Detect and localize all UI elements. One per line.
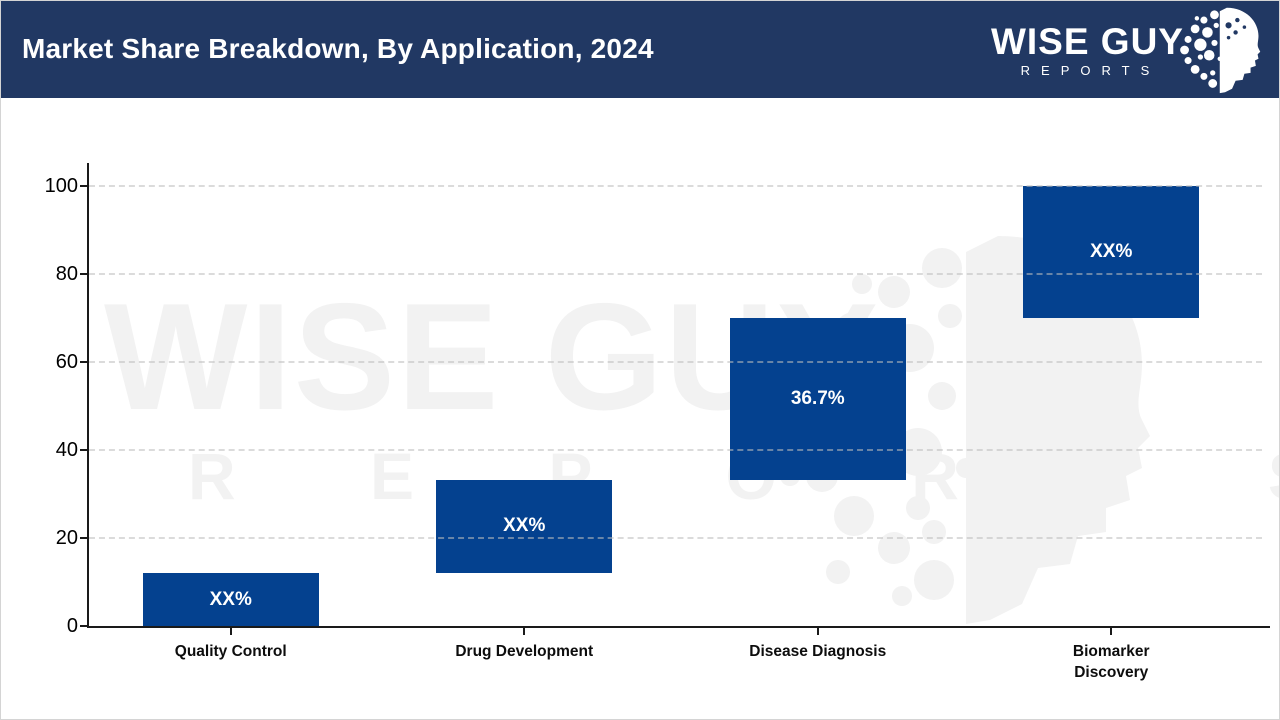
header-bar: Market Share Breakdown, By Application, … (0, 0, 1280, 98)
x-axis-category-label: Drug Development (455, 643, 594, 660)
y-axis-tick-label: 80 (55, 263, 78, 286)
y-axis-tick-label: 40 (55, 439, 78, 462)
brand-dot-head-icon (1180, 7, 1261, 94)
gridline (89, 273, 1262, 276)
y-axis-tick (80, 625, 88, 627)
y-axis-tick-label: 60 (55, 351, 78, 374)
gridline (89, 537, 1262, 540)
brand-logo-text: WISE GUY REPORTS (991, 23, 1184, 78)
gridline (89, 361, 1262, 364)
bar-biomarker-discovery: XX% (1023, 186, 1200, 319)
x-axis-tick (1110, 628, 1113, 635)
y-axis-tick (80, 273, 88, 276)
bar-disease-diagnosis: 36.7% (729, 318, 906, 480)
x-axis-category-label: Quality Control (174, 643, 287, 660)
chart-title: Market Share Breakdown, By Application, … (22, 33, 654, 64)
brand-name: WISE GUY (990, 20, 1184, 62)
y-axis-tick-label: 100 (44, 175, 78, 198)
brand-subtitle: REPORTS (1020, 62, 1161, 78)
x-axis-tick (229, 628, 232, 635)
y-axis-tick (80, 185, 88, 188)
brand-logo: WISE GUY REPORTS (991, 4, 1266, 96)
bar-value-label: XX% (209, 588, 252, 610)
bar-value-label: XX% (503, 515, 546, 537)
y-axis-tick (80, 537, 88, 540)
bar-drug-development: XX% (436, 479, 613, 574)
bar-value-label: 36.7% (790, 387, 845, 409)
gridline (89, 185, 1262, 188)
x-axis-category-label: Biomarker Discovery (1072, 643, 1150, 681)
gridline (89, 449, 1262, 452)
x-axis-line (87, 626, 1270, 628)
y-axis-tick (80, 361, 88, 364)
x-axis-tick (816, 628, 819, 635)
y-axis-tick (80, 449, 88, 452)
x-axis-tick (523, 628, 526, 635)
y-axis-line (87, 163, 89, 628)
x-axis-category-label: Disease Diagnosis (749, 643, 887, 660)
y-axis-tick-label: 0 (66, 615, 78, 637)
bar-value-label: XX% (1090, 241, 1133, 263)
bar-quality-control: XX% (142, 573, 319, 626)
y-axis-tick-label: 20 (55, 527, 78, 550)
